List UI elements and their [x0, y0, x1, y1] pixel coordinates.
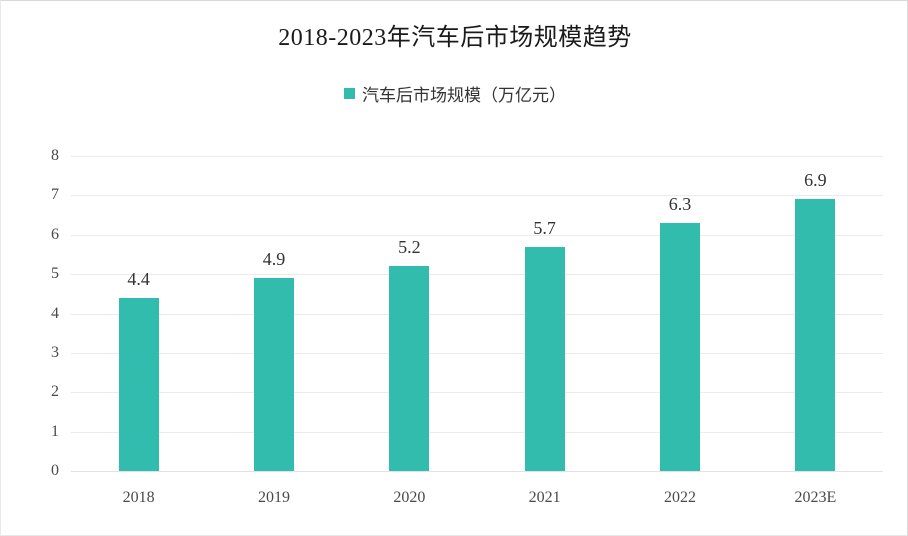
plot-area: 8 7 6 5 4 3 2 1 0 4.4 2018 4.9 2019 5.2 2020 5.7 2021 6.3…	[51, 147, 883, 506]
y-axis-tick-label: 0	[51, 462, 59, 479]
bar[interactable]	[524, 246, 565, 471]
gridline	[71, 195, 883, 197]
x-axis-tick-label: 2023E	[794, 489, 837, 506]
x-axis-tick-label: 2022	[664, 489, 696, 506]
gridline	[71, 471, 883, 472]
x-axis-tick-label: 2018	[122, 489, 155, 506]
bar[interactable]	[660, 222, 700, 471]
y-axis-tick-label: 2	[51, 383, 59, 401]
bar-value-label: 5.2	[398, 237, 421, 258]
bar[interactable]	[118, 297, 159, 471]
bar[interactable]	[254, 278, 294, 471]
legend-swatch-icon	[344, 88, 355, 99]
y-axis-tick-label: 3	[51, 343, 59, 361]
bar-value-label: 6.9	[804, 170, 827, 191]
x-axis-tick-label: 2020	[393, 489, 426, 506]
chart-title: 2018-2023年汽车后市场规模趋势	[278, 25, 632, 51]
gridline	[71, 156, 883, 157]
y-axis-tick-label: 4	[51, 304, 59, 322]
y-axis-tick-label: 6	[51, 225, 59, 243]
gridline	[71, 274, 883, 276]
gridline	[71, 352, 883, 354]
gridline	[71, 392, 883, 394]
y-axis-tick-label: 1	[51, 422, 59, 440]
chart-legend: 汽车后市场规模（万亿元）	[1, 81, 908, 106]
gridline	[71, 431, 883, 433]
bar[interactable]	[389, 266, 430, 471]
bar[interactable]	[795, 199, 836, 471]
bar-value-label: 5.7	[533, 217, 556, 238]
bar-value-label: 4.9	[262, 249, 286, 270]
y-axis-tick-label: 5	[51, 265, 59, 283]
y-axis-tick-label: 8	[51, 147, 59, 164]
gridline	[71, 234, 883, 236]
x-axis-tick-label: 2021	[528, 489, 561, 506]
legend-item-label: 汽车后市场规模（万亿元）	[362, 86, 566, 105]
legend-item-market-size[interactable]: 汽车后市场规模（万亿元）	[344, 81, 566, 106]
y-axis-tick-label: 7	[51, 186, 59, 204]
bar-value-label: 6.3	[668, 193, 692, 214]
x-axis-tick-label: 2019	[258, 489, 290, 506]
bar-value-label: 4.4	[127, 268, 150, 289]
gridline	[71, 313, 883, 315]
